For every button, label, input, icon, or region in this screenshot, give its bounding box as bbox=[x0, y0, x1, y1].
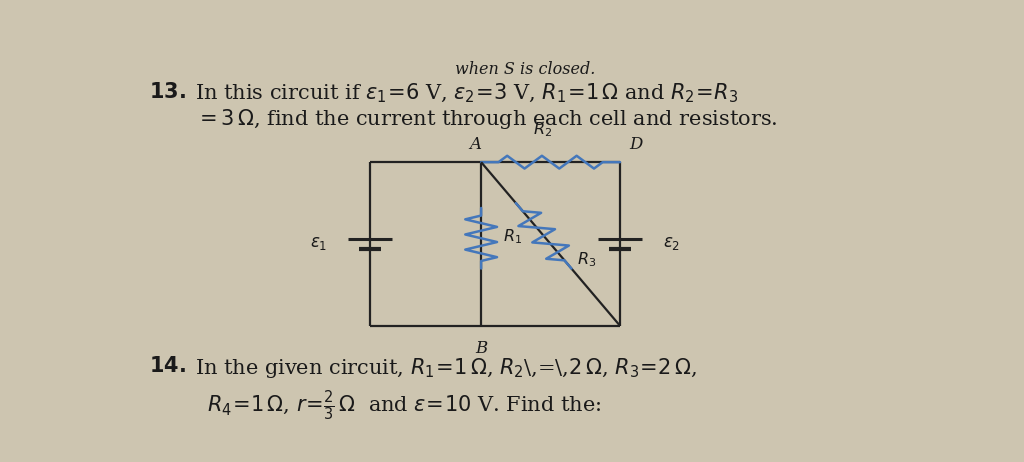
Text: $R_2$: $R_2$ bbox=[534, 120, 552, 139]
Text: $R_4\!=\!1\,\Omega$, $r\!=\!\frac{2}{3}\,\Omega$  and $\varepsilon\!=\!10$ V. Fi: $R_4\!=\!1\,\Omega$, $r\!=\!\frac{2}{3}\… bbox=[207, 388, 602, 423]
Text: $R_1$: $R_1$ bbox=[504, 227, 522, 246]
Text: D: D bbox=[630, 136, 643, 153]
Text: $\varepsilon_1$: $\varepsilon_1$ bbox=[310, 236, 327, 252]
Text: B: B bbox=[475, 340, 487, 357]
Text: $=3\,\Omega$, find the current through each cell and resistors.: $=3\,\Omega$, find the current through e… bbox=[196, 107, 778, 131]
Text: $\varepsilon_2$: $\varepsilon_2$ bbox=[663, 236, 680, 252]
Text: $R_3$: $R_3$ bbox=[578, 250, 597, 268]
Text: A: A bbox=[469, 136, 481, 153]
Text: In the given circuit, $R_1\!=\!1\,\Omega$, $R_2$\,=\,$2\,\Omega$, $R_3\!=\!2\,\O: In the given circuit, $R_1\!=\!1\,\Omega… bbox=[196, 356, 697, 380]
Text: $\mathbf{13.}$: $\mathbf{13.}$ bbox=[150, 82, 186, 102]
Text: In this circuit if $\varepsilon_1\!=\!6$ V, $\varepsilon_2\!=\!3$ V, $R_1\!=\!1\: In this circuit if $\varepsilon_1\!=\!6$… bbox=[196, 82, 738, 105]
Text: when S is closed.: when S is closed. bbox=[455, 61, 595, 78]
Text: $\mathbf{14.}$: $\mathbf{14.}$ bbox=[150, 356, 186, 376]
